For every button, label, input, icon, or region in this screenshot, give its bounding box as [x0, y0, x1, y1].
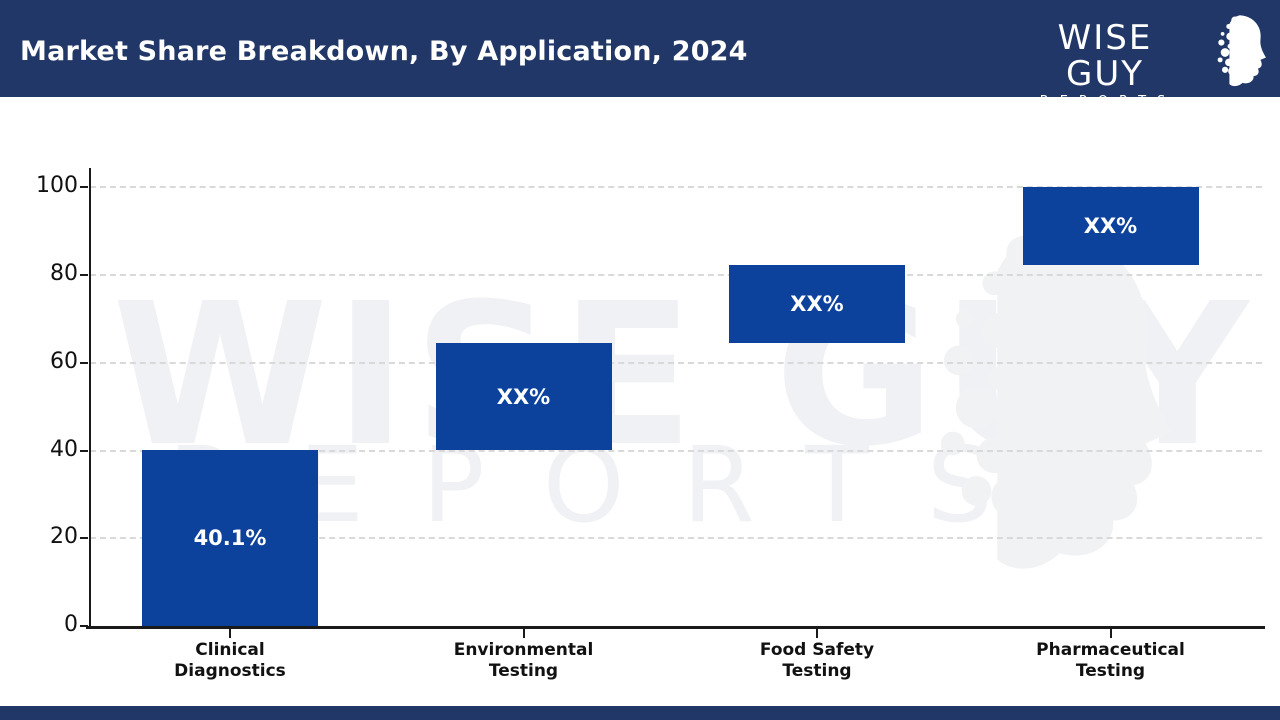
brand-logo-wise-guy: WISE GUY [1057, 18, 1153, 94]
x-category-label-line: Diagnostics [174, 661, 286, 681]
y-tick-label-0: 0 [64, 612, 78, 637]
bar-1: 40.1% [142, 450, 318, 626]
watermark-head-logo [940, 229, 1173, 569]
x-category-label-4: Pharmaceutical Testing [996, 640, 1226, 682]
gridline-20 [90, 537, 1262, 540]
header-bar: Market Share Breakdown, By Application, … [0, 0, 1280, 109]
bar-value-label-4: XX% [1083, 214, 1138, 239]
page-title: Market Share Breakdown, By Application, … [20, 36, 748, 67]
footer-bar [0, 706, 1280, 720]
x-axis-line [86, 626, 1265, 629]
x-category-label-3: Food Safety Testing [702, 640, 932, 682]
x-category-label-line: Testing [782, 661, 852, 681]
y-axis-line [89, 168, 91, 629]
brand-logo-head-icon [1217, 15, 1266, 87]
x-category-label-2: Environmental Testing [409, 640, 639, 682]
y-tick-label-60: 60 [50, 348, 78, 374]
x-category-label-line: Environmental [453, 640, 594, 660]
x-tick-3 [816, 629, 818, 638]
y-tick-80 [80, 274, 88, 277]
y-tick-label-40: 40 [50, 436, 78, 462]
y-tick-20 [80, 537, 88, 540]
bar-3: XX% [729, 265, 905, 344]
y-tick-0 [80, 625, 88, 627]
y-tick-100 [80, 186, 88, 189]
x-category-label-line: Testing [1075, 661, 1146, 681]
x-category-label-1: Clinical Diagnostics [115, 640, 345, 682]
bar-value-label-2: XX% [496, 384, 551, 409]
brand-logo-text: WISE GUY REPORTS [1016, 20, 1194, 109]
x-category-label-line: Pharmaceutical [1036, 640, 1185, 660]
gridline-40 [90, 449, 1262, 452]
bar-value-label-1: 40.1% [193, 526, 267, 551]
y-tick-label-20: 20 [50, 524, 78, 550]
x-category-label-line: Clinical [195, 640, 265, 660]
brand-logo-reports: REPORTS [1039, 94, 1177, 109]
brand-logo: WISE GUY REPORTS [1016, 8, 1266, 109]
x-category-label-line: Food Safety [759, 640, 875, 660]
x-tick-2 [522, 629, 525, 638]
x-category-label-line: Testing [488, 661, 559, 681]
gridline-100 [90, 186, 1262, 189]
x-tick-4 [1109, 629, 1112, 638]
y-tick-40 [80, 449, 88, 452]
y-tick-label-80: 80 [50, 261, 78, 287]
y-tick-60 [80, 361, 88, 364]
y-tick-label-100: 100 [36, 173, 78, 199]
bar-2: XX% [435, 343, 612, 451]
gridline-80 [90, 274, 1262, 277]
bar-value-label-3: XX% [790, 292, 844, 317]
gridline-60 [90, 361, 1262, 364]
x-tick-1 [229, 629, 231, 638]
bar-4: XX% [1022, 187, 1199, 266]
